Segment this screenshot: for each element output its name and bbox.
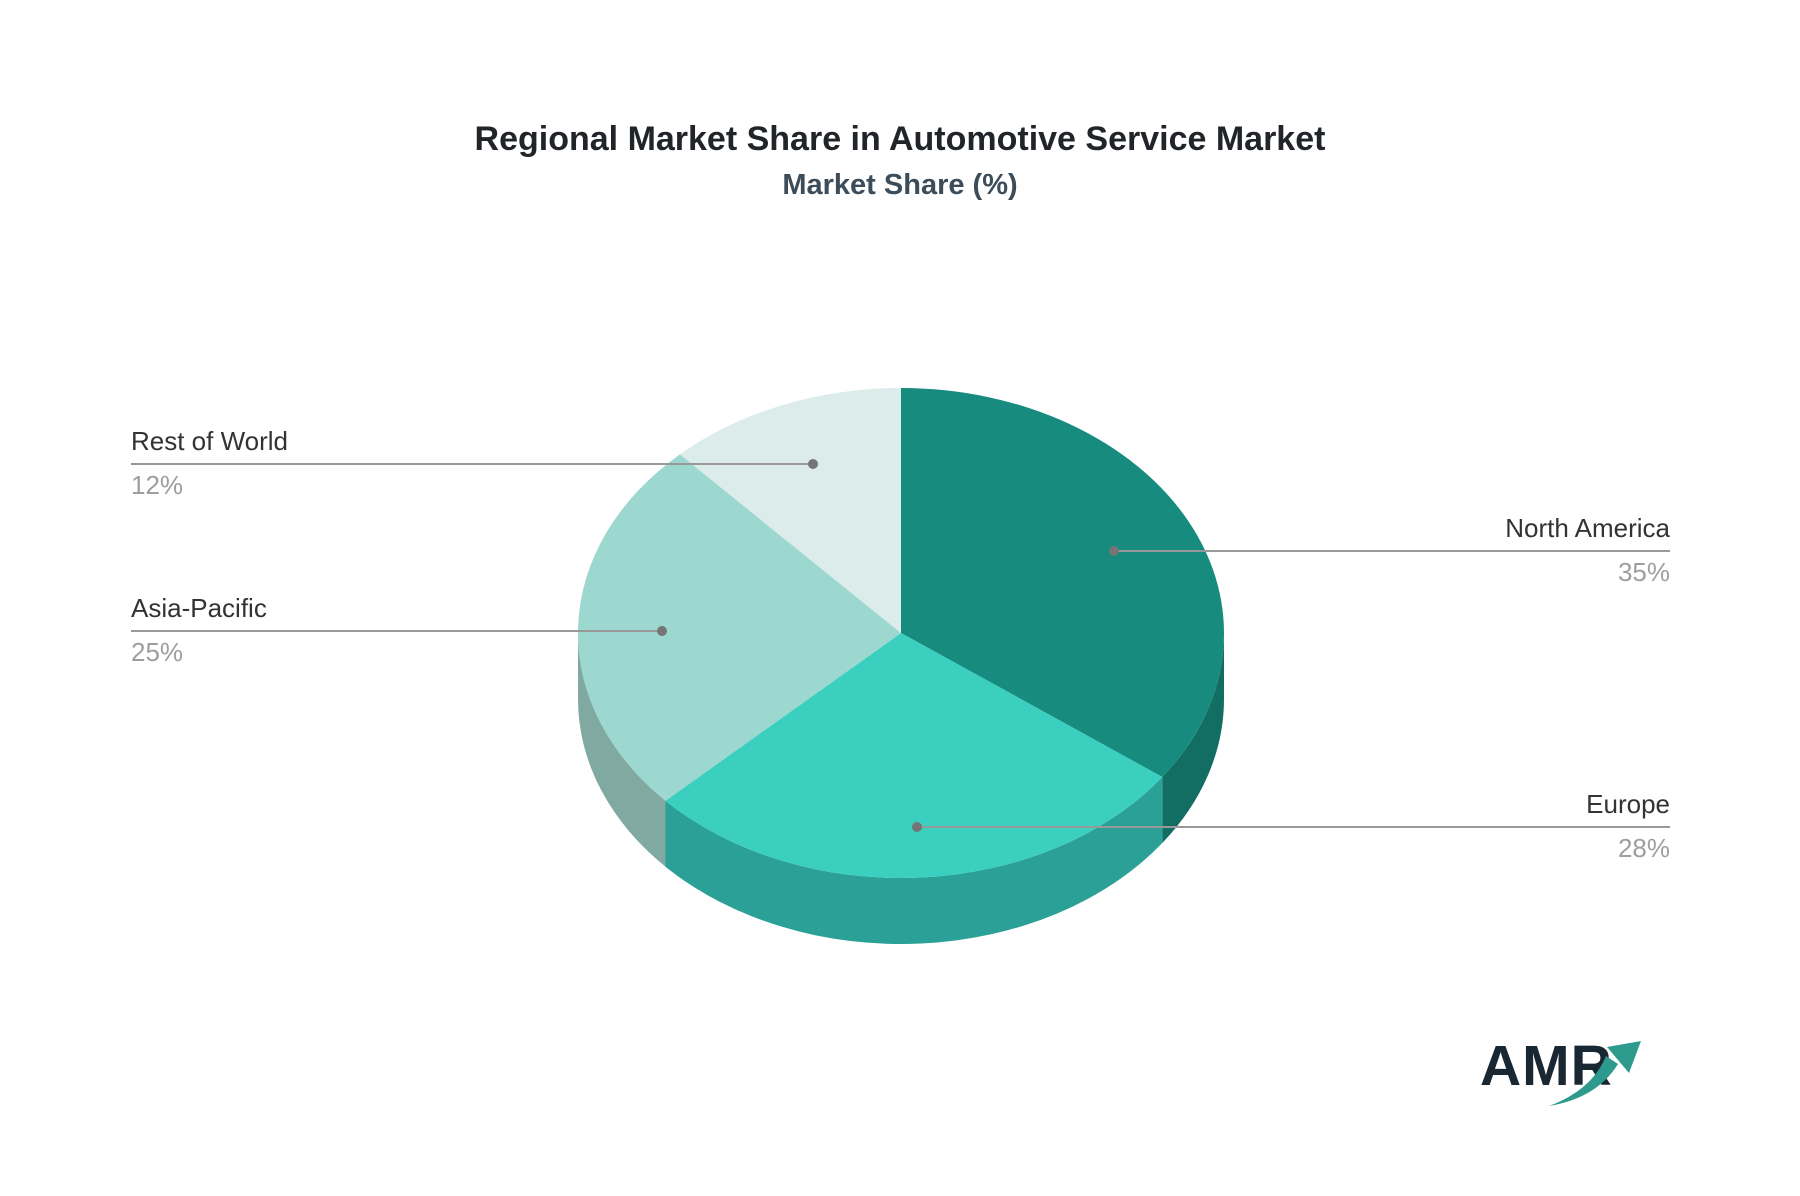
pie-slice-side-north-america [1162,633,1224,843]
leader-dot-rest-of-world [808,459,818,469]
leader-dot-north-america [1109,546,1119,556]
slice-label-rest-of-world: Rest of World [131,426,288,456]
pie-slice-rest-of-world[interactable] [679,388,901,633]
logo-arrow-icon [1549,1056,1618,1106]
label-group-north-america: North America 35% [1109,513,1671,587]
label-group-europe: Europe 28% [912,789,1670,863]
pie-3d [577,388,1224,945]
logo: AMR [1480,1034,1641,1106]
label-group-rest-of-world: Rest of World 12% [131,426,818,500]
pie-slice-asia-pacific[interactable] [577,454,901,801]
label-group-asia-pacific: Asia-Pacific 25% [131,593,667,667]
slice-pct-rest-of-world: 12% [131,470,183,500]
pie-slice-europe[interactable] [665,633,1163,879]
pie-slice-side-asia-pacific [578,633,666,867]
slice-label-north-america: North America [1505,513,1670,543]
slice-pct-europe: 28% [1618,833,1670,863]
logo-arrowhead-icon [1607,1041,1641,1073]
pie-slice-side-europe [665,777,1163,945]
slice-label-europe: Europe [1586,789,1670,819]
slice-pct-asia-pacific: 25% [131,637,183,667]
chart-subtitle: Market Share (%) [782,169,1017,201]
slice-label-asia-pacific: Asia-Pacific [131,593,267,623]
leader-dot-europe [912,822,922,832]
pie-slice-north-america[interactable] [901,388,1224,777]
slice-pct-north-america: 35% [1618,557,1670,587]
chart-title: Regional Market Share in Automotive Serv… [475,120,1326,158]
leader-dot-asia-pacific [657,626,667,636]
